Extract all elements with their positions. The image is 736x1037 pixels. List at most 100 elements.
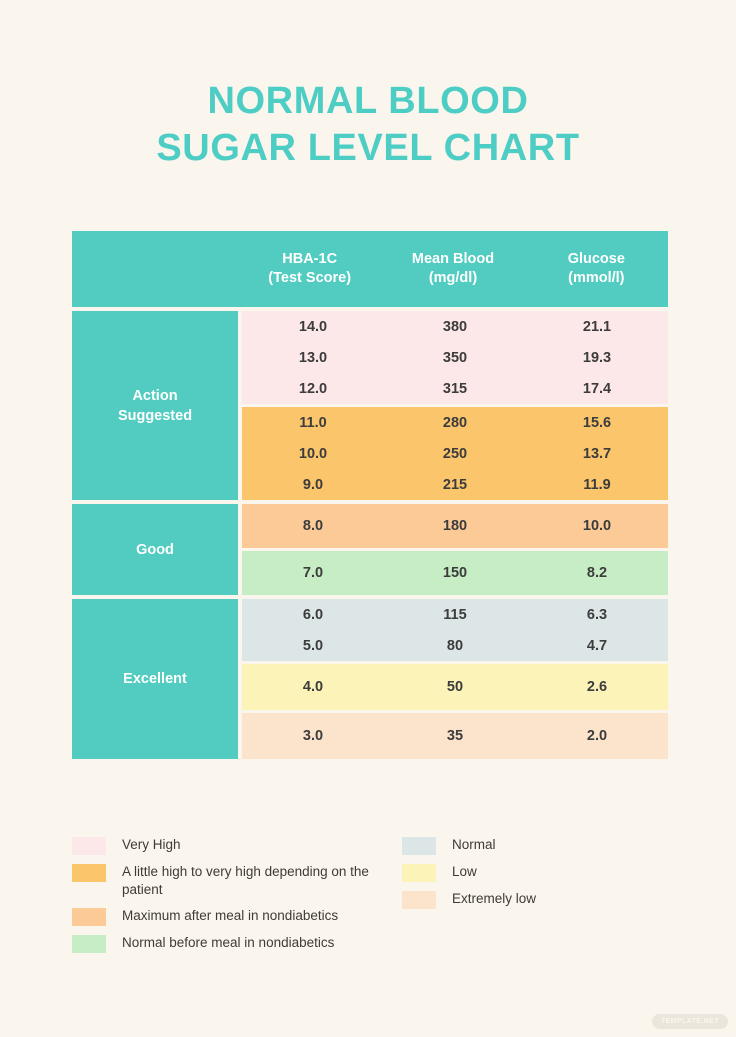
category-label-excellent: Excellent <box>72 599 238 759</box>
table-row: 7.0 150 8.2 <box>242 558 668 589</box>
cell-mean-blood: 180 <box>442 518 468 534</box>
cell-glucose: 10.0 <box>582 518 612 534</box>
cell-mean-blood: 35 <box>446 728 464 744</box>
cell-hba1c: 10.0 <box>298 445 328 462</box>
cell-glucose: 4.7 <box>586 637 608 654</box>
column-header-mean-blood: Mean Blood (mg/dl) <box>381 250 524 288</box>
page-title: NORMAL BLOOD SUGAR LEVEL CHART <box>0 78 736 172</box>
cell-mean-blood: 80 <box>446 637 464 654</box>
legend-label-maximum-after-meal: Maximum after meal in nondiabetics <box>122 908 339 923</box>
cell-mean-blood: 380 <box>442 318 468 335</box>
legend-swatch-maximum-after-meal <box>72 908 106 926</box>
table-section-action-suggested: Action Suggested 14.0 380 21.1 13.0 350 … <box>72 311 668 500</box>
legend-label-normal-before-meal: Normal before meal in nondiabetics <box>122 935 335 950</box>
cell-hba1c: 5.0 <box>302 637 324 654</box>
cell-glucose: 13.7 <box>582 445 612 462</box>
cell-mean-blood: 280 <box>442 414 468 431</box>
legend-swatch-normal <box>402 837 436 855</box>
table-row: 6.0 115 6.3 <box>242 599 668 630</box>
cell-glucose: 11.9 <box>583 476 611 493</box>
legend-swatch-normal-before-meal <box>72 935 106 953</box>
cell-hba1c: 6.0 <box>302 606 324 623</box>
header-cells: HBA-1C (Test Score) Mean Blood (mg/dl) G… <box>238 250 668 288</box>
cell-glucose: 15.6 <box>582 414 612 431</box>
legend-swatch-a-little-high <box>72 864 106 882</box>
column-header-mean-blood-main: Mean Blood <box>411 251 495 267</box>
table-row: 11.0 280 15.6 <box>242 407 668 438</box>
cell-glucose: 2.6 <box>586 679 608 695</box>
cell-glucose: 21.1 <box>582 318 612 335</box>
cell-mean-blood: 115 <box>443 606 467 623</box>
legend-item-low: Low <box>402 863 662 882</box>
legend-label-normal: Normal <box>452 837 496 852</box>
bands-action-suggested: 14.0 380 21.1 13.0 350 19.3 12.0 315 17.… <box>242 311 668 500</box>
table-row: 5.0 80 4.7 <box>242 630 668 661</box>
cell-hba1c: 13.0 <box>298 349 328 366</box>
table-row: 4.0 50 2.6 <box>242 672 668 703</box>
cell-hba1c: 14.0 <box>298 318 328 335</box>
cell-hba1c: 3.0 <box>302 728 324 744</box>
legend-item-normal-before-meal: Normal before meal in nondiabetics <box>72 934 402 953</box>
table-section-good: Good 8.0 180 10.0 7.0 150 8.2 <box>72 504 668 595</box>
band-low: 4.0 50 2.6 <box>242 664 668 710</box>
page-title-line-1: NORMAL BLOOD <box>207 80 529 122</box>
cell-mean-blood: 50 <box>446 679 464 695</box>
band-extremely-low: 3.0 35 2.0 <box>242 713 668 759</box>
page-title-line-2: SUGAR LEVEL CHART <box>156 127 580 169</box>
template-watermark: TEMPLATE.NET <box>652 1014 728 1029</box>
legend-item-extremely-low: Extremely low <box>402 890 662 909</box>
legend-swatch-low <box>402 864 436 882</box>
column-header-glucose-main: Glucose <box>567 251 625 267</box>
table-header-row: HBA-1C (Test Score) Mean Blood (mg/dl) G… <box>72 231 668 307</box>
category-label-good: Good <box>72 504 238 595</box>
cell-hba1c: 11.0 <box>299 414 327 431</box>
cell-hba1c: 12.0 <box>298 380 328 397</box>
legend-item-normal: Normal <box>402 836 662 855</box>
band-maximum-after-meal: 8.0 180 10.0 <box>242 504 668 548</box>
legend-label-low: Low <box>452 864 477 879</box>
cell-glucose: 17.4 <box>582 380 612 397</box>
legend-label-extremely-low: Extremely low <box>452 891 537 906</box>
table-row: 12.0 315 17.4 <box>242 373 668 404</box>
category-line-2: Suggested <box>117 407 193 424</box>
legend-label-very-high: Very High <box>122 837 181 852</box>
cell-hba1c: 4.0 <box>302 679 324 695</box>
legend-column-right: Normal Low Extremely low <box>402 836 662 961</box>
category-line-1: Action <box>132 387 178 404</box>
table-row: 8.0 180 10.0 <box>242 511 668 542</box>
cell-glucose: 2.0 <box>586 728 608 744</box>
band-a-little-high: 11.0 280 15.6 10.0 250 13.7 9.0 215 11.9 <box>242 407 668 500</box>
cell-hba1c: 9.0 <box>302 476 324 493</box>
legend-column-left: Very High A little high to very high dep… <box>72 836 402 961</box>
bands-good: 8.0 180 10.0 7.0 150 8.2 <box>242 504 668 595</box>
table-row: 13.0 350 19.3 <box>242 342 668 373</box>
column-header-mean-blood-sub: (mg/dl) <box>428 270 478 286</box>
cell-glucose: 8.2 <box>586 565 608 581</box>
column-header-glucose: Glucose (mmol/l) <box>525 250 668 288</box>
cell-glucose: 19.3 <box>582 349 612 366</box>
legend-item-a-little-high: A little high to very high depending on … <box>72 863 402 899</box>
legend-swatch-very-high <box>72 837 106 855</box>
cell-mean-blood: 350 <box>442 349 468 366</box>
category-label-action-suggested-text: Action Suggested <box>118 386 192 426</box>
cell-hba1c: 7.0 <box>302 565 324 581</box>
cell-mean-blood: 315 <box>442 380 468 397</box>
table-row: 9.0 215 11.9 <box>242 469 668 500</box>
table-section-excellent: Excellent 6.0 115 6.3 5.0 80 4.7 4.0 50 <box>72 599 668 759</box>
cell-hba1c: 8.0 <box>302 518 324 534</box>
legend-item-very-high: Very High <box>72 836 402 855</box>
band-normal-before-meal: 7.0 150 8.2 <box>242 551 668 595</box>
band-very-high: 14.0 380 21.1 13.0 350 19.3 12.0 315 17.… <box>242 311 668 404</box>
table-row: 3.0 35 2.0 <box>242 721 668 752</box>
legend: Very High A little high to very high dep… <box>72 836 672 961</box>
legend-swatch-extremely-low <box>402 891 436 909</box>
table-row: 10.0 250 13.7 <box>242 438 668 469</box>
category-label-action-suggested: Action Suggested <box>72 311 238 500</box>
cell-mean-blood: 250 <box>442 445 468 462</box>
cell-mean-blood: 215 <box>442 476 468 493</box>
blood-sugar-table: HBA-1C (Test Score) Mean Blood (mg/dl) G… <box>72 231 668 759</box>
column-header-hba1c: HBA-1C (Test Score) <box>238 250 381 288</box>
column-header-hba1c-main: HBA-1C <box>282 251 338 267</box>
bands-excellent: 6.0 115 6.3 5.0 80 4.7 4.0 50 2.6 <box>242 599 668 759</box>
legend-label-a-little-high: A little high to very high depending on … <box>122 864 369 897</box>
